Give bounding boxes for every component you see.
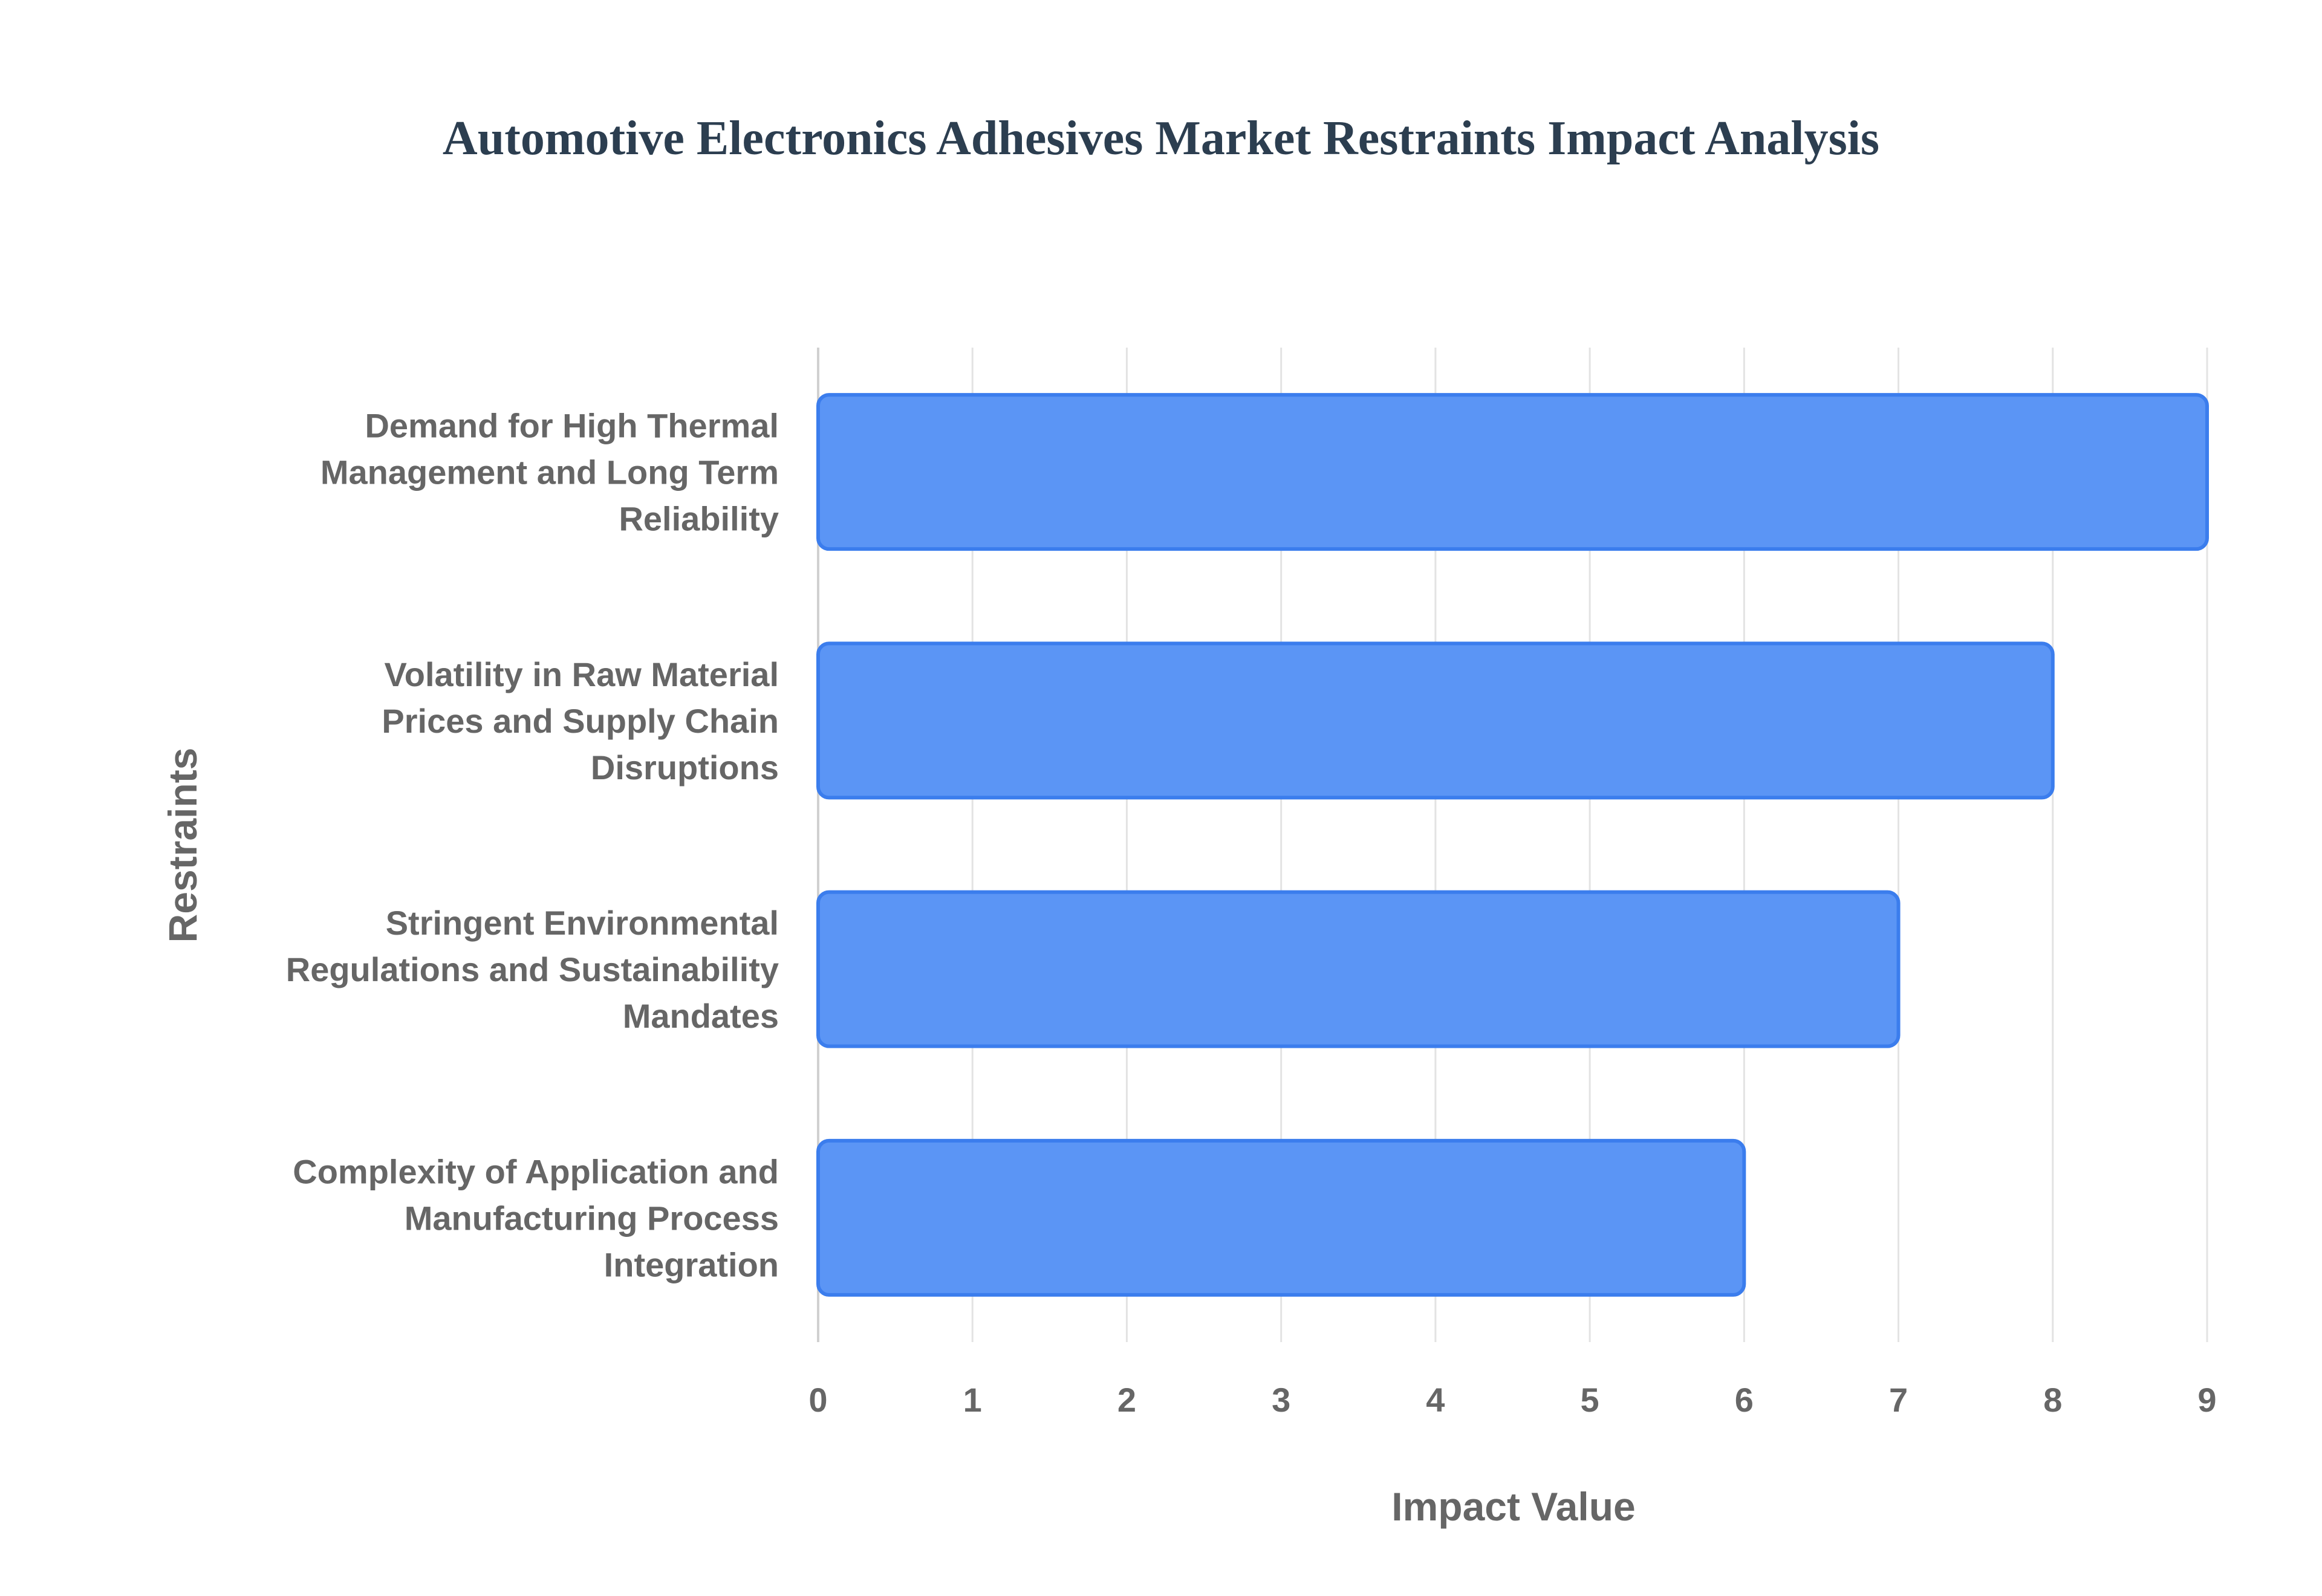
bar bbox=[816, 641, 2055, 800]
category-labels: Demand for High Thermal Management and Lo… bbox=[286, 407, 779, 1284]
category-label: Volatility in Raw Material Prices and Sup… bbox=[382, 655, 779, 787]
bar bbox=[816, 890, 1901, 1048]
bars bbox=[816, 393, 2209, 1297]
x-axis-title: Impact Value bbox=[1391, 1484, 1636, 1529]
x-tick-label: 3 bbox=[1272, 1381, 1290, 1419]
category-label-line: Demand for High Thermal bbox=[365, 407, 779, 445]
x-tick-label: 0 bbox=[808, 1381, 827, 1419]
category-label-line: Management and Long Term bbox=[320, 453, 779, 491]
category-label-line: Regulations and Sustainability bbox=[286, 950, 779, 988]
category-label-line: Volatility in Raw Material bbox=[385, 655, 779, 693]
category-label: Complexity of Application and Manufacturi… bbox=[293, 1152, 779, 1283]
category-label-line: Prices and Supply Chain bbox=[382, 702, 779, 740]
bar bbox=[816, 1138, 1746, 1297]
x-tick-label: 5 bbox=[1581, 1381, 1599, 1419]
category-label-line: Reliability bbox=[619, 500, 779, 538]
category-label-line: Integration bbox=[604, 1245, 779, 1283]
chart-title: Automotive Electronics Adhesives Market … bbox=[443, 112, 1879, 165]
x-tick-label: 7 bbox=[1889, 1381, 1908, 1419]
bar bbox=[816, 393, 2209, 551]
category-label-line: Manufacturing Process bbox=[405, 1199, 779, 1237]
x-tick-label: 6 bbox=[1735, 1381, 1754, 1419]
category-label: Stringent Environmental Regulations and S… bbox=[286, 904, 779, 1035]
category-label-line: Disruptions bbox=[591, 748, 779, 787]
x-tick-label: 8 bbox=[2043, 1381, 2062, 1419]
x-tick-label: 9 bbox=[2197, 1381, 2216, 1419]
category-label-line: Stringent Environmental bbox=[386, 904, 779, 942]
y-axis-title: Restraints bbox=[160, 748, 205, 943]
category-label-line: Mandates bbox=[623, 997, 779, 1035]
x-tick-label: 2 bbox=[1117, 1381, 1136, 1419]
category-label-line: Complexity of Application and bbox=[293, 1152, 779, 1190]
x-tick-labels: 0 1 2 3 4 5 6 7 8 9 bbox=[808, 1381, 2216, 1419]
x-tick-label: 4 bbox=[1426, 1381, 1445, 1419]
x-tick-label: 1 bbox=[963, 1381, 982, 1419]
category-label: Demand for High Thermal Management and Lo… bbox=[320, 407, 779, 538]
